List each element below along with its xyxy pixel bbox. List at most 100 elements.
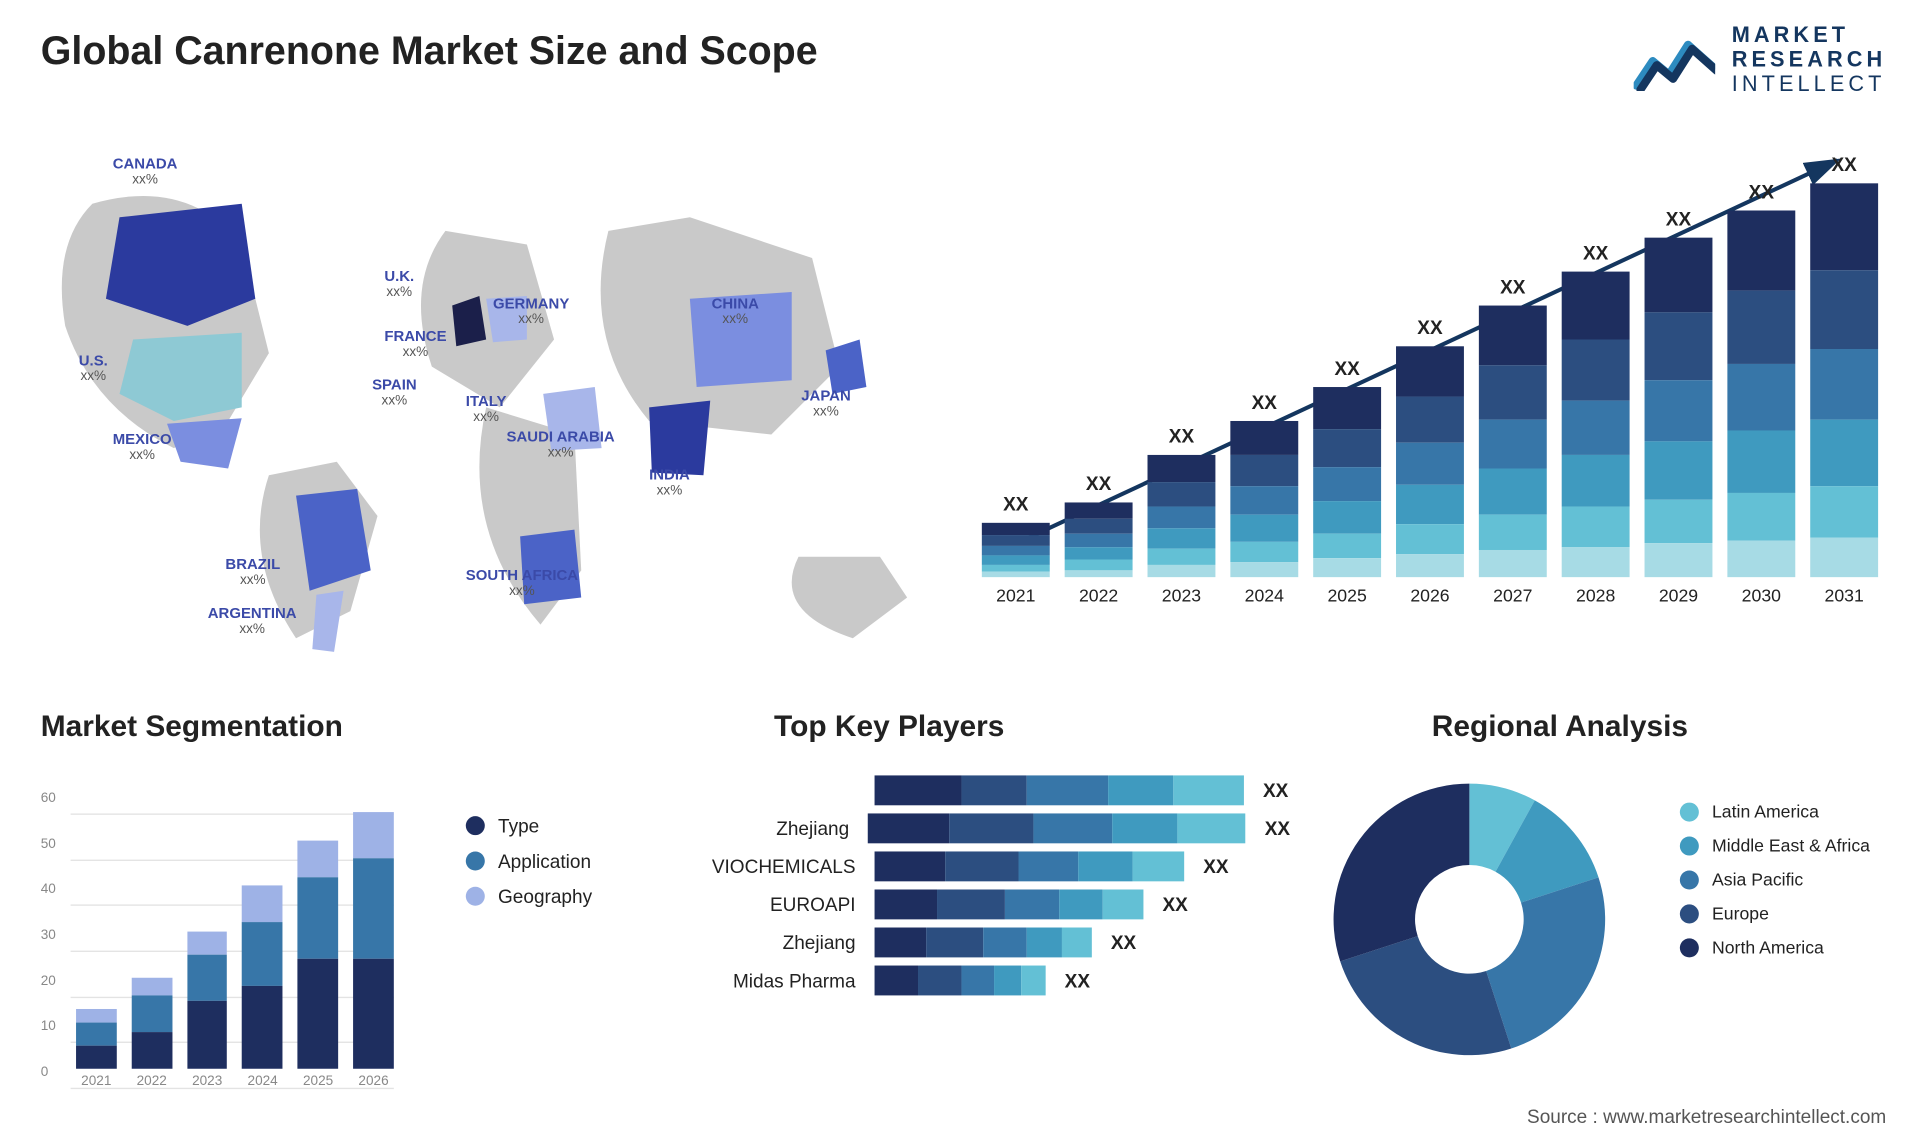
growth-bar-label: XX <box>1252 391 1277 413</box>
key-player-name: Midas Pharma <box>693 970 875 992</box>
key-player-value: XX <box>1111 932 1136 954</box>
map-label-uk: U.K.xx% <box>384 269 414 300</box>
segmentation-legend: TypeApplicationGeography <box>465 801 592 921</box>
donut-slice <box>1340 936 1511 1055</box>
growth-bar-year: 2025 <box>1327 585 1366 605</box>
seg-ytick: 30 <box>41 928 56 943</box>
seg-ytick: 10 <box>41 1020 56 1035</box>
seg-year: 2021 <box>81 1074 111 1089</box>
map-label-japan: JAPANxx% <box>801 388 851 419</box>
growth-bar: XX 2025 <box>1313 357 1381 605</box>
growth-bar-year: 2022 <box>1079 585 1118 605</box>
key-players-heading: Top Key Players <box>774 709 1004 744</box>
seg-ytick: 50 <box>41 837 56 852</box>
growth-bar-label: XX <box>1666 208 1691 230</box>
map-label-spain: SPAINxx% <box>372 378 417 409</box>
growth-bar-label: XX <box>1086 473 1111 495</box>
key-player-row: EUROAPIXX <box>693 889 1291 919</box>
key-player-row: Midas Pharma XX <box>693 966 1291 996</box>
growth-bar-year: 2027 <box>1493 585 1532 605</box>
map-label-france: FRANCExx% <box>384 329 446 360</box>
growth-bar: XX 2022 <box>1065 473 1133 606</box>
growth-bar: XX 2031 <box>1810 153 1878 605</box>
growth-bar: XX2029 <box>1645 208 1713 606</box>
growth-bar-year: 2021 <box>996 585 1035 605</box>
map-label-italy: ITALYxx% <box>466 394 507 425</box>
seg-ytick: 20 <box>41 974 56 989</box>
seg-bar: 2024 <box>242 886 283 1089</box>
source-line: Source : www.marketresearchintellect.com <box>1527 1105 1886 1127</box>
donut-slice <box>1486 877 1605 1048</box>
seg-bar: 2021 <box>76 1009 117 1089</box>
growth-bar-label: XX <box>1583 242 1608 264</box>
map-label-argentina: ARGENTINAxx% <box>208 606 297 637</box>
seg-ytick: 40 <box>41 882 56 897</box>
regional-legend-item: Latin America <box>1679 801 1870 821</box>
key-player-row: XX <box>693 775 1291 805</box>
map-label-germany: GERMANYxx% <box>493 296 569 327</box>
seg-bar: 2025 <box>298 840 339 1089</box>
key-player-name: Zhejiang <box>693 932 875 954</box>
growth-bar-label: XX <box>1417 316 1442 338</box>
key-player-name: Zhejiang <box>693 818 869 840</box>
seg-ytick: 60 <box>41 791 56 806</box>
regional-chart: Latin America Middle East & Africa Asia Pa… <box>1327 760 1870 1113</box>
growth-bar-year: 2030 <box>1742 585 1781 605</box>
seg-legend-item: Type <box>465 815 592 837</box>
logo-line2: RESEARCH <box>1732 49 1887 73</box>
growth-bar: XX2023 <box>1148 425 1216 606</box>
segmentation-chart: 0 10 20 30 40 50 60 2021 2022 2023 2024 2025 2026 T… <box>41 760 598 1113</box>
seg-bar: 2023 <box>187 932 228 1090</box>
map-label-mexico: MEXICOxx% <box>113 432 172 463</box>
key-player-row: Zhejiang XX <box>693 928 1291 958</box>
brand-logo: MARKET RESEARCH INTELLECT <box>1634 24 1886 97</box>
regional-legend-item: Europe <box>1679 903 1870 923</box>
growth-bar-label: XX <box>1334 357 1359 379</box>
map-label-us: U.S.xx% <box>79 353 108 384</box>
seg-year: 2025 <box>303 1074 333 1089</box>
growth-bar-year: 2024 <box>1245 585 1284 605</box>
logo-mark-icon <box>1634 31 1715 91</box>
page-title: Global Canrenone Market Size and Scope <box>41 30 818 75</box>
world-map-panel: CANADAxx% U.S.xx% MEXICOxx% BRAZILxx% ARGENT… <box>38 122 934 665</box>
regional-legend-item: Middle East & Africa <box>1679 835 1870 855</box>
map-label-canada: CANADAxx% <box>113 156 178 187</box>
growth-bar-label: XX <box>1500 276 1525 298</box>
growth-bar-label: XX <box>1749 181 1774 203</box>
key-player-name: VIOCHEMICALS <box>693 856 875 878</box>
growth-bar: XX 2030 <box>1727 181 1795 606</box>
seg-year: 2026 <box>358 1074 388 1089</box>
source-url: www.marketresearchintellect.com <box>1603 1105 1886 1127</box>
key-player-value: XX <box>1203 856 1228 878</box>
map-label-saudi: SAUDI ARABIAxx% <box>507 429 615 460</box>
regional-legend-item: Asia Pacific <box>1679 869 1870 889</box>
growth-bar: XX2021 <box>982 493 1050 606</box>
seg-year: 2022 <box>137 1074 167 1089</box>
key-player-row: VIOCHEMICALS XX <box>693 851 1291 881</box>
seg-bar: 2026 <box>353 813 394 1089</box>
growth-bar-year: 2023 <box>1162 585 1201 605</box>
key-player-value: XX <box>1065 970 1090 992</box>
map-label-south-africa: SOUTH AFRICAxx% <box>466 568 578 599</box>
regional-legend: Latin America Middle East & Africa Asia Pa… <box>1679 788 1870 971</box>
key-player-row: Zhejiang XX <box>693 813 1291 843</box>
key-player-value: XX <box>1162 894 1187 916</box>
map-label-china: CHINAxx% <box>712 296 759 327</box>
regional-heading: Regional Analysis <box>1432 709 1688 744</box>
growth-bar: XX 2024 <box>1230 391 1298 606</box>
map-label-brazil: BRAZILxx% <box>225 557 280 588</box>
seg-year: 2023 <box>192 1074 222 1089</box>
growth-bar: XX 2027 <box>1479 276 1547 606</box>
map-label-india: INDIAxx% <box>649 467 690 498</box>
growth-bar-label: XX <box>1831 153 1856 175</box>
seg-bar: 2022 <box>131 977 172 1089</box>
seg-ytick: 0 <box>41 1065 49 1080</box>
growth-bar-year: 2026 <box>1410 585 1449 605</box>
growth-bar: XX2028 <box>1562 242 1630 606</box>
key-player-value: XX <box>1265 818 1290 840</box>
key-player-value: XX <box>1263 779 1288 801</box>
donut-slice <box>1334 784 1470 962</box>
growth-bar-year: 2031 <box>1825 585 1864 605</box>
logo-line1: MARKET <box>1732 24 1887 48</box>
segmentation-heading: Market Segmentation <box>41 709 343 744</box>
